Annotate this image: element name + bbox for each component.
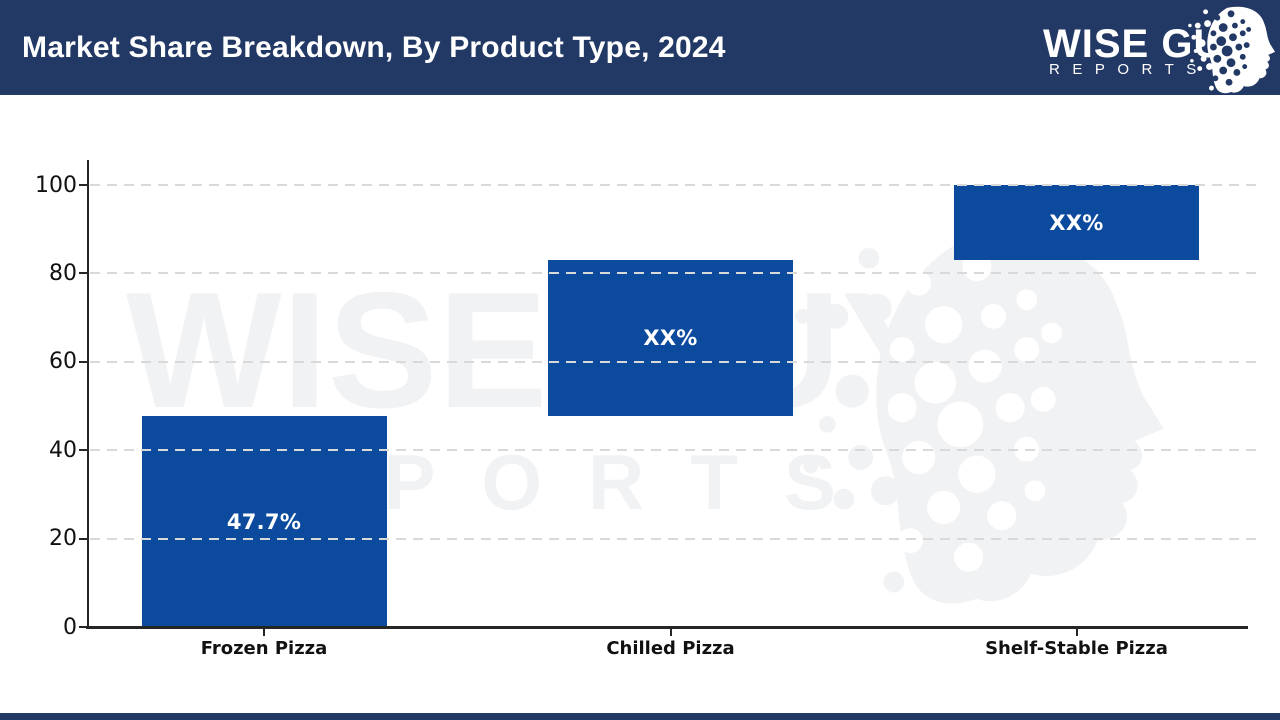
footer-bar [0,713,1280,720]
y-tick-mark [79,360,87,363]
gridline [90,360,1262,363]
y-tick-label: 20 [49,526,77,552]
logo-face-icon [1188,6,1276,94]
gridline [90,537,1262,540]
y-tick-mark [79,537,87,540]
y-tick-label: 40 [49,437,77,463]
y-tick-mark [79,449,87,452]
y-tick-mark [79,272,87,275]
x-category-label-shelf-stable-pizza: Shelf-Stable Pizza [985,638,1168,659]
logo-subtext: REPORTS [1049,61,1209,78]
x-tick-mark [669,629,672,636]
bar-value-label: 47.7% [226,509,302,534]
header-bar: Market Share Breakdown, By Product Type,… [0,0,1280,95]
y-tick-label: 100 [35,172,77,198]
x-tick-mark [263,629,265,636]
y-tick-label: 60 [49,349,77,375]
x-category-label-chilled-pizza: Chilled Pizza [606,638,735,659]
x-category-label-frozen-pizza: Frozen Pizza [200,638,328,659]
bar-chilled-pizza: XX% [548,260,793,417]
y-tick-mark [79,184,87,186]
x-axis-line [86,626,1248,629]
y-tick-label: 80 [49,260,77,286]
x-tick-mark [1075,629,1078,636]
watermark-face-icon [794,236,1164,604]
page-title: Market Share Breakdown, By Product Type,… [22,30,726,64]
gridline [90,272,1262,275]
bar-frozen-pizza: 47.7% [141,416,387,627]
bar-value-label: XX% [1049,210,1104,235]
bar-shelf-stable-pizza: XX% [954,185,1199,261]
gridline [90,449,1262,452]
bar-value-label: XX% [643,326,698,351]
gridline [90,184,1262,186]
y-tick-label: 0 [63,614,77,640]
y-axis-line [87,160,89,629]
y-tick-mark [79,626,87,628]
